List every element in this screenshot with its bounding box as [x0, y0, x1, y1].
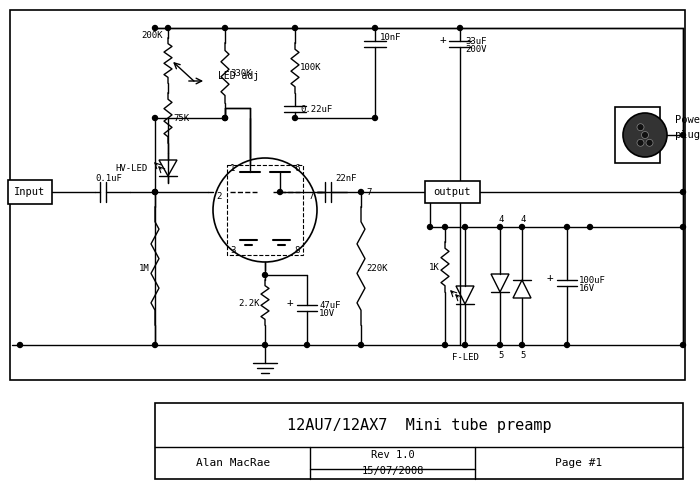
Circle shape [153, 190, 158, 195]
Circle shape [442, 343, 447, 347]
Circle shape [564, 224, 570, 229]
Circle shape [680, 190, 685, 195]
Circle shape [519, 343, 524, 347]
Circle shape [442, 224, 447, 229]
Text: 200V: 200V [465, 46, 486, 54]
Circle shape [18, 343, 22, 347]
Text: 2: 2 [216, 192, 222, 200]
Circle shape [463, 224, 468, 229]
Text: 47uF: 47uF [319, 300, 340, 310]
Text: Alan MacRae: Alan MacRae [196, 458, 270, 468]
Circle shape [458, 25, 463, 30]
Circle shape [293, 25, 297, 30]
Circle shape [623, 113, 667, 157]
Text: 1: 1 [230, 164, 236, 172]
Circle shape [358, 190, 363, 195]
Text: output: output [433, 187, 470, 197]
Text: 100uF: 100uF [579, 275, 606, 285]
Circle shape [637, 139, 644, 147]
Text: 200K: 200K [141, 31, 163, 41]
Circle shape [223, 116, 228, 121]
Text: 12AU7/12AX7  Mini tube preamp: 12AU7/12AX7 Mini tube preamp [287, 417, 552, 433]
Circle shape [564, 343, 570, 347]
Text: 2.2K: 2.2K [239, 298, 260, 308]
Text: 5: 5 [498, 350, 504, 360]
Text: 10nF: 10nF [380, 33, 402, 43]
Text: +: + [440, 35, 446, 45]
Text: +: + [286, 298, 293, 308]
Text: Power: Power [675, 115, 700, 125]
Text: LED adj: LED adj [218, 71, 259, 81]
Bar [227, 165, 303, 255]
Text: 4: 4 [498, 215, 504, 223]
Text: 6: 6 [294, 164, 300, 172]
Circle shape [293, 116, 297, 121]
Circle shape [223, 25, 228, 30]
Circle shape [637, 123, 644, 131]
Bar [10, 10, 685, 380]
Text: 220K: 220K [366, 264, 388, 273]
Text: 1K: 1K [429, 263, 440, 271]
Circle shape [153, 343, 158, 347]
Bar [8, 180, 52, 204]
Circle shape [372, 116, 377, 121]
Circle shape [223, 116, 228, 121]
Circle shape [680, 132, 685, 138]
Circle shape [304, 343, 309, 347]
Text: 4: 4 [520, 215, 526, 223]
Text: 7: 7 [366, 188, 372, 196]
Bar [615, 107, 660, 163]
Circle shape [680, 343, 685, 347]
Text: 3: 3 [230, 245, 236, 254]
Circle shape [153, 116, 158, 121]
Text: 75K: 75K [173, 114, 189, 122]
Text: 0.1uF: 0.1uF [95, 173, 122, 182]
Circle shape [587, 224, 592, 229]
Circle shape [646, 139, 653, 147]
Text: Input: Input [15, 187, 46, 197]
Text: +: + [546, 273, 553, 283]
Bar [155, 403, 683, 479]
Circle shape [165, 25, 171, 30]
Circle shape [372, 25, 377, 30]
Circle shape [262, 343, 267, 347]
Text: 7: 7 [308, 192, 314, 200]
Circle shape [463, 343, 468, 347]
Circle shape [498, 224, 503, 229]
Circle shape [428, 224, 433, 229]
Circle shape [277, 190, 283, 195]
Text: Page #1: Page #1 [555, 458, 603, 468]
Circle shape [519, 224, 524, 229]
Text: HV-LED: HV-LED [116, 164, 148, 172]
Text: 16V: 16V [579, 284, 595, 293]
Circle shape [680, 224, 685, 229]
Bar [425, 181, 480, 203]
Text: 33uF: 33uF [465, 36, 486, 46]
Circle shape [641, 131, 648, 139]
Text: Rev 1.0: Rev 1.0 [371, 450, 415, 460]
Text: 100K: 100K [300, 64, 321, 73]
Text: 330K: 330K [230, 69, 251, 77]
Text: 1M: 1M [139, 264, 150, 273]
Circle shape [153, 190, 158, 195]
Text: 15/07/2008: 15/07/2008 [362, 466, 424, 476]
Circle shape [262, 272, 267, 277]
Text: plug: plug [675, 130, 700, 140]
Circle shape [358, 343, 363, 347]
Text: 10V: 10V [319, 309, 335, 318]
Circle shape [498, 343, 503, 347]
Text: 0.22uF: 0.22uF [300, 104, 332, 114]
Text: 22nF: 22nF [335, 173, 356, 182]
Circle shape [153, 25, 158, 30]
Text: 8: 8 [294, 245, 300, 254]
Text: 5: 5 [520, 350, 526, 360]
Text: F-LED: F-LED [452, 352, 478, 362]
